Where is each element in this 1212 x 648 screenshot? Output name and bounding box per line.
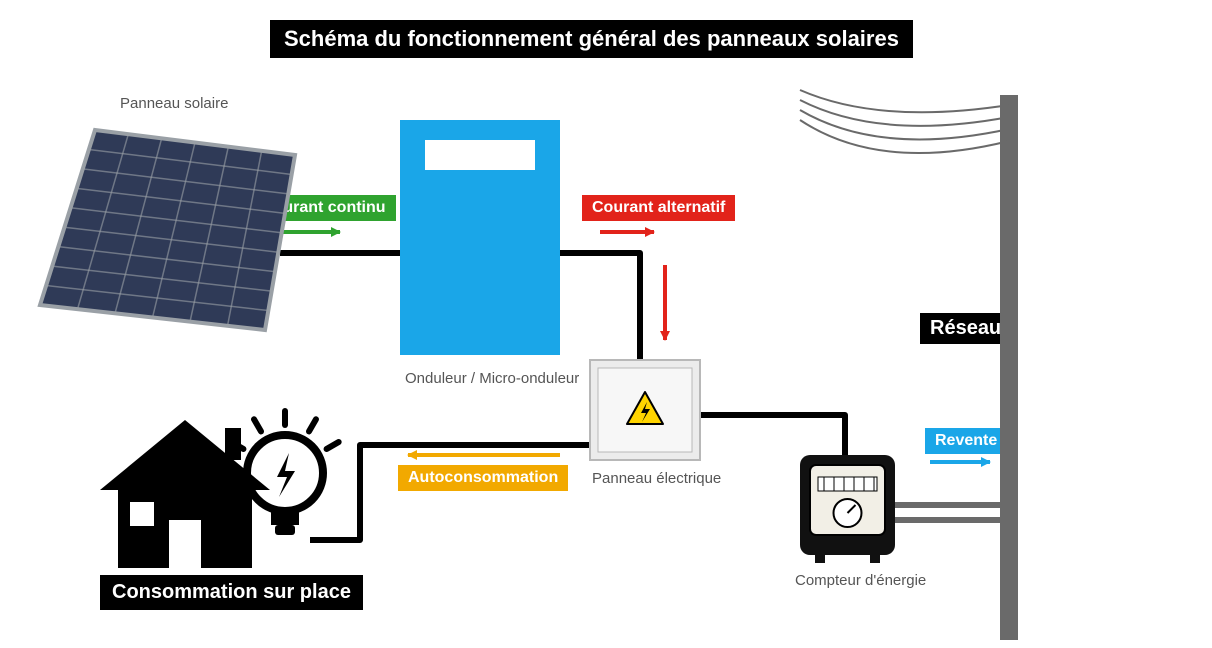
diagram-svg	[0, 0, 1212, 648]
